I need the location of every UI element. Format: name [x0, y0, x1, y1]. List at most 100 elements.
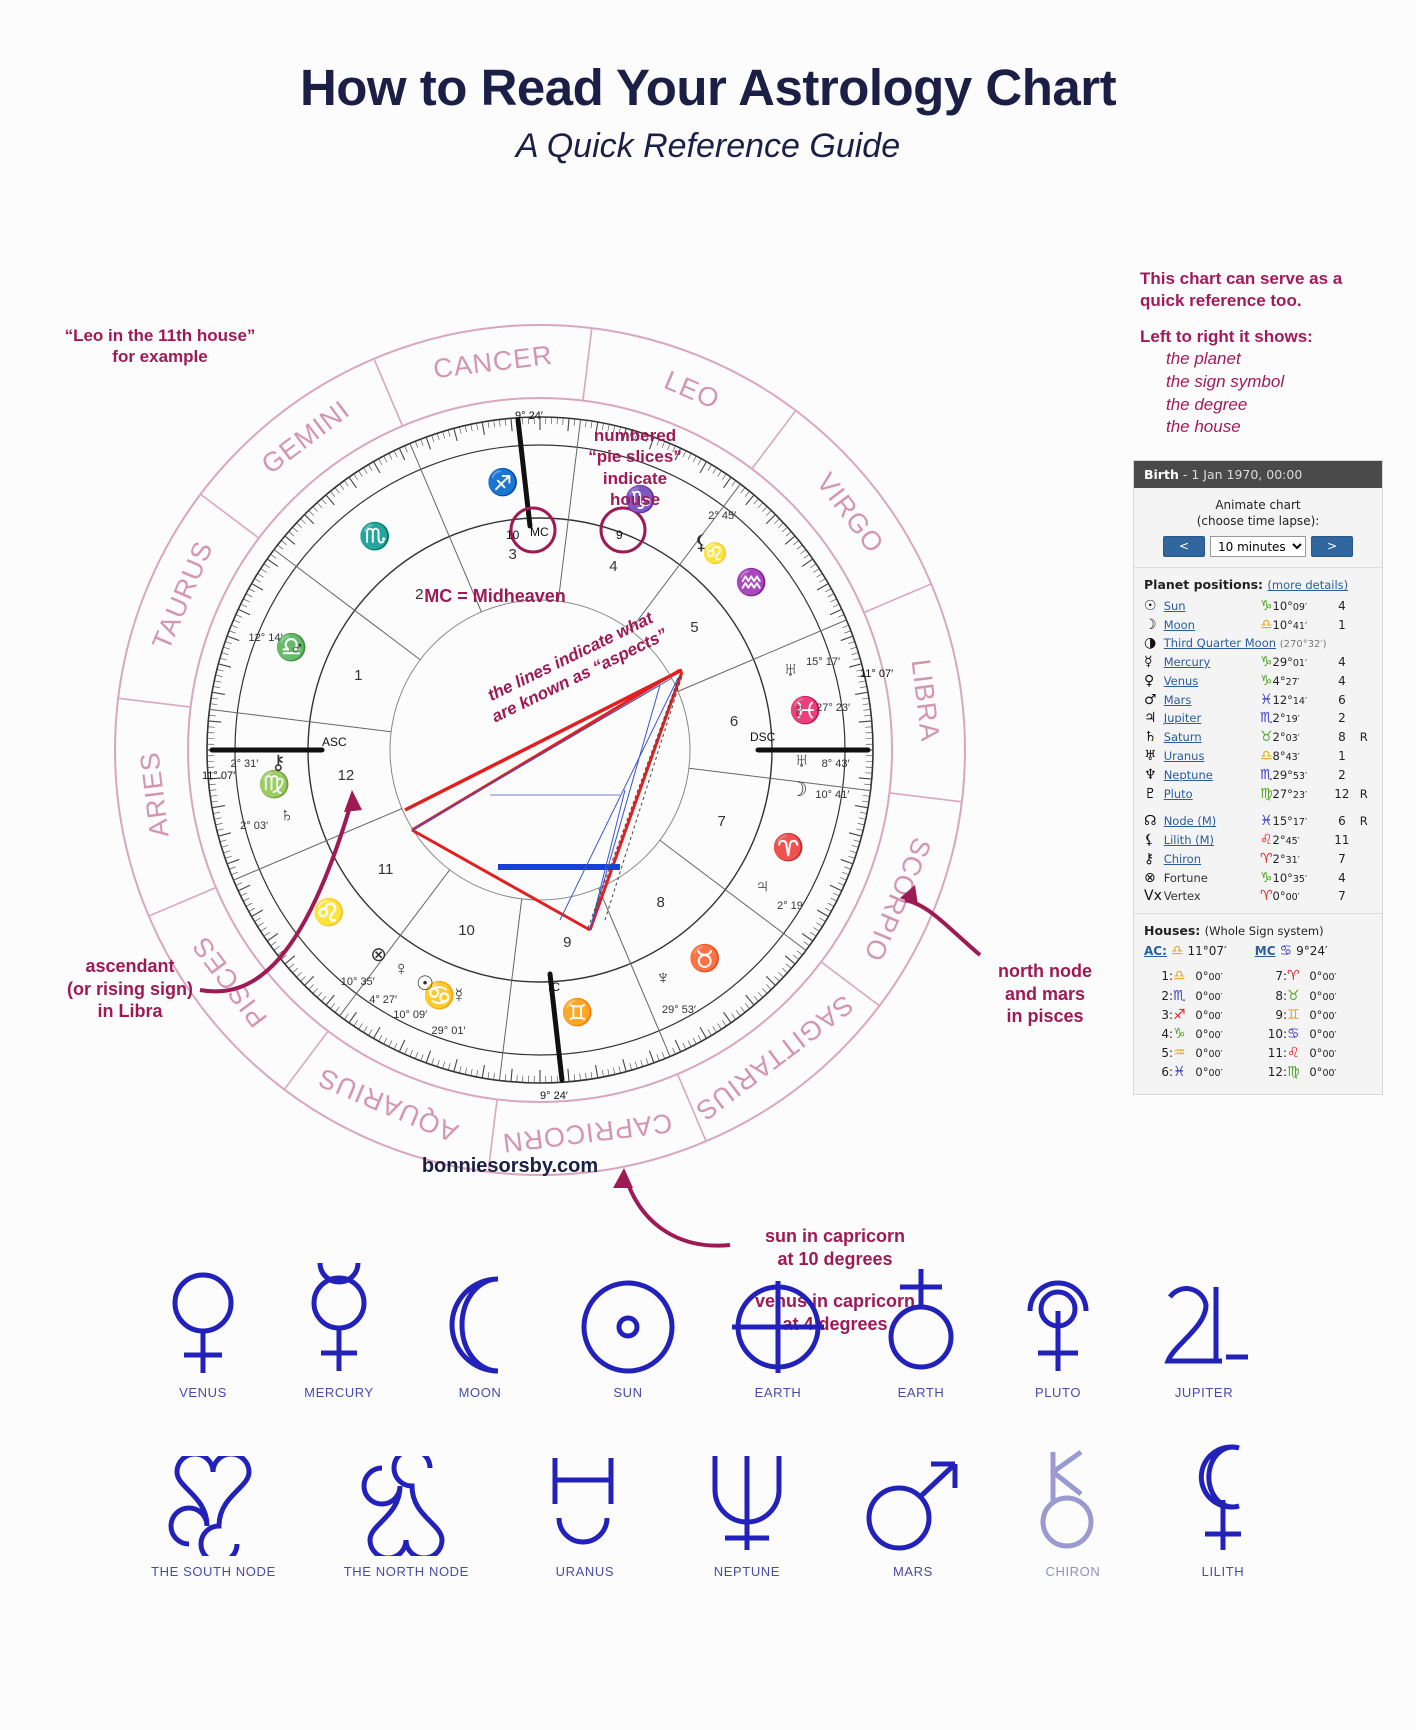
ac-label[interactable]: AC:	[1144, 943, 1167, 958]
wheel-planet-glyph: ♅	[794, 749, 810, 772]
planet-name[interactable]: Pluto	[1163, 786, 1193, 801]
sign-glyph: ♈	[1259, 888, 1273, 905]
house-sign-glyph: ♉	[1287, 987, 1300, 1004]
house-degree: 0°00′	[1309, 969, 1337, 984]
animate-prev-button[interactable]: <	[1163, 536, 1205, 558]
wheel-planet-degree: 10° 09′	[393, 1009, 428, 1022]
point-row: ☊ Node (M) ♓ 15°17′ 6 R	[1144, 812, 1372, 831]
house-number: 11	[1334, 833, 1350, 848]
house-sign-glyph: ♍	[1287, 1064, 1300, 1081]
planet-row: ♃ Jupiter ♏ 2°19′ 2	[1144, 709, 1372, 728]
degree-value: 29°53′	[1272, 767, 1308, 782]
retrograde-flag	[1355, 672, 1372, 691]
sign-glyph: ♑	[1259, 869, 1273, 886]
wheel-planet-glyph: ☉	[416, 973, 435, 996]
house-index: 12:	[1267, 1065, 1288, 1080]
annotation-north-node-mars: north node and mars in pisces	[998, 961, 1092, 1026]
planet-row: ☉ Sun ♑ 10°09′ 4	[1144, 596, 1372, 615]
house-sign-glyph: ♌	[1287, 1045, 1300, 1062]
planet-name[interactable]: Venus	[1163, 673, 1199, 688]
degree-value: 10°41′	[1272, 617, 1308, 632]
legend-item-chiron: CHIRON	[1033, 1446, 1113, 1579]
sign-glyph: ♏	[1259, 766, 1273, 783]
house-number-highlight-circles	[509, 506, 647, 554]
animate-next-button[interactable]: >	[1311, 536, 1353, 558]
earth-alt-glyph	[878, 1265, 964, 1381]
degree-value: 27°23′	[1272, 786, 1308, 801]
wheel-sign-glyph: ♒	[734, 567, 768, 597]
sign-glyph: ♑	[1259, 597, 1273, 614]
wheel-planet-degree: 29° 01′	[431, 1024, 466, 1037]
house-degree: 0°00′	[1309, 1027, 1337, 1042]
animate-chart-block: Animate chart (choose time lapse): < 10 …	[1134, 488, 1382, 569]
house-sign-glyph: ♒	[1173, 1045, 1186, 1062]
planet-name[interactable]: Node (M)	[1163, 814, 1217, 829]
house-number: 4	[1338, 673, 1346, 688]
retrograde-flag	[1355, 690, 1372, 709]
annotation-pie-slices: numbered “pie slices” indicate house	[588, 426, 682, 509]
house-row: 6: ♓ 0°00′ 12: ♍ 0°00′	[1144, 1063, 1372, 1082]
more-details-link[interactable]: (more details)	[1267, 578, 1349, 593]
venus-icon: ♀	[1144, 672, 1155, 689]
aspect-lines	[404, 668, 684, 932]
wheel-sign-glyph: ♓	[789, 694, 822, 725]
house-row: 3: ♐ 0°00′ 9: ♊ 0°00′	[1144, 1005, 1372, 1024]
house-number: 6	[1338, 814, 1346, 829]
mercury-glyph	[296, 1255, 382, 1381]
uranus-glyph	[537, 1452, 633, 1560]
chart-data-panel: Birth - 1 Jan 1970, 00:00 Animate chart …	[1133, 460, 1383, 1095]
dsc-degree-label: 11° 07′	[860, 668, 894, 680]
house-degree: 0°00′	[1195, 1007, 1223, 1022]
house-sign-glyph: ♊	[1287, 1006, 1300, 1023]
wheel-planet-degree: 2° 31′	[230, 758, 259, 771]
house-number: 6	[1338, 692, 1346, 707]
moon-phase-label[interactable]: Third Quarter Moon (270°32′)	[1163, 636, 1327, 651]
planet-name[interactable]: Saturn	[1163, 730, 1202, 745]
retrograde-flag	[1355, 653, 1372, 672]
legend-label: LILITH	[1201, 1564, 1245, 1579]
time-lapse-select[interactable]: 10 minutes	[1210, 536, 1306, 558]
house-number: 12	[1334, 786, 1350, 801]
legend-item-earth: EARTH	[728, 1277, 828, 1400]
mc-label[interactable]: MC	[1254, 943, 1276, 958]
explainer-item-0: the planet	[1166, 349, 1241, 369]
house-number: 7	[1338, 851, 1346, 866]
house-number-11: 11	[377, 860, 394, 878]
house-number: 8	[1338, 730, 1346, 745]
retrograde-flag	[1355, 887, 1372, 906]
annotation-ascendant: ascendant (or rising sign) in Libra	[67, 956, 193, 1021]
wheel-sign-glyph: ♑	[624, 483, 657, 514]
wheel-planet-glyph: ⚸	[693, 531, 709, 554]
planet-name[interactable]: Lilith (M)	[1163, 833, 1215, 848]
planet-name: Vertex	[1163, 889, 1201, 904]
legend-label: URANUS	[555, 1564, 615, 1579]
planet-name[interactable]: Sun	[1163, 598, 1186, 613]
sign-glyph: ♉	[1259, 729, 1273, 746]
sign-glyph: ♈	[1259, 850, 1273, 867]
planet-name[interactable]: Mercury	[1163, 655, 1211, 670]
planet-name[interactable]: Chiron	[1163, 851, 1202, 866]
house-degree: 0°00′	[1195, 1046, 1223, 1061]
wheel-planet-degree: 10° 41′	[815, 789, 850, 802]
astrology-chart-wheel: CANCER GEMINI TAURUS ARIES PISCES AQUARIUS CAP…	[60, 230, 1020, 1230]
degree-ticks	[207, 417, 873, 1083]
planet-name[interactable]: Uranus	[1163, 749, 1205, 764]
planet-name[interactable]: Jupiter	[1163, 711, 1202, 726]
birth-label: Birth	[1144, 467, 1179, 482]
planet-name[interactable]: Neptune	[1163, 767, 1213, 782]
legend-item-moon: MOON	[432, 1273, 528, 1400]
planet-positions-table: ☉ Sun ♑ 10°09′ 4 ☽ Moon ♎ 10°41′ 1 ◑ Third Quarter …	[1144, 596, 1372, 906]
house-index: 3:	[1161, 1007, 1174, 1022]
ac-degree: 11°07′	[1187, 943, 1227, 958]
degree-value: 12°14′	[1272, 692, 1308, 707]
retrograde-flag: R	[1359, 786, 1368, 801]
positions-title-text: Planet positions:	[1144, 577, 1264, 593]
planet-name[interactable]: Mars	[1163, 692, 1192, 707]
house-number-9: 9	[563, 934, 572, 952]
planet-name[interactable]: Moon	[1163, 617, 1195, 632]
wheel-planet-degree: 27° 23′	[816, 701, 851, 714]
house-number: 2	[1338, 711, 1346, 726]
wheel-planet-glyph: ⊗	[370, 944, 388, 967]
planet-positions-section: Planet positions: (more details) ☉ Sun ♑ 10…	[1134, 568, 1382, 913]
jupiter-glyph	[1152, 1271, 1256, 1381]
